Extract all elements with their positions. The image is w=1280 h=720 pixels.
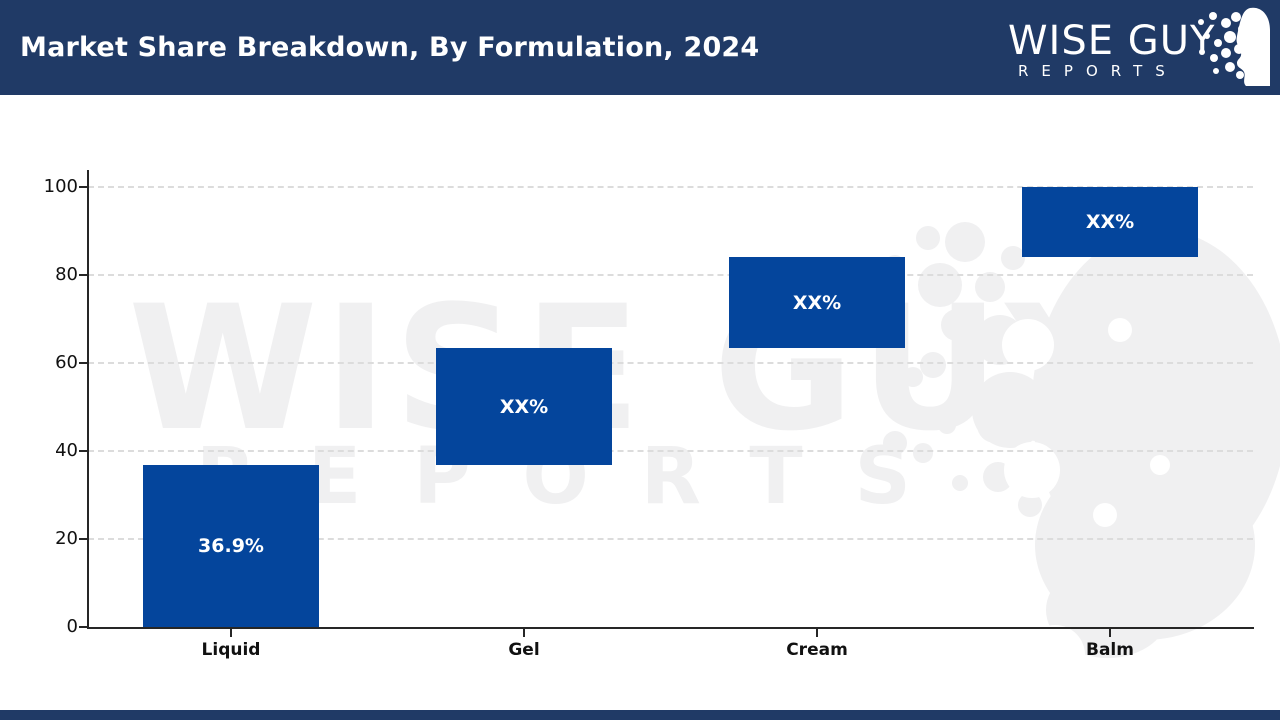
gridline-20 (88, 538, 1253, 540)
page-title: Market Share Breakdown, By Formulation, … (20, 32, 760, 63)
logo-face-icon (1236, 7, 1270, 87)
logo-wordmark: WISE GUY (1008, 18, 1215, 64)
bar-segment-gel: XX% (436, 348, 612, 465)
x-axis-line (87, 627, 1254, 629)
watermark-wordmark: WISE GUY (128, 268, 1137, 469)
x-category-label-liquid: Liquid (201, 640, 261, 660)
bar-segment-liquid: 36.9% (143, 464, 319, 627)
y-tick-20 (79, 538, 88, 540)
bar-value-label-gel: XX% (499, 395, 549, 418)
y-tick-label-60: 60 (55, 352, 78, 373)
bar-value-label-balm: XX% (1085, 211, 1135, 234)
bar-segment-cream: XX% (729, 257, 905, 349)
header-band: Market Share Breakdown, By Formulation, … (0, 0, 1280, 95)
y-tick-60 (79, 362, 88, 364)
y-tick-label-20: 20 (55, 528, 78, 549)
x-tick-cream (816, 629, 818, 637)
bar-value-label-cream: XX% (792, 291, 842, 314)
bar-segment-balm: XX% (1022, 187, 1198, 258)
footer-band (0, 710, 1280, 720)
gridline-100 (88, 186, 1253, 188)
x-tick-liquid (230, 629, 232, 637)
x-tick-balm (1109, 629, 1111, 637)
y-tick-80 (79, 274, 88, 276)
y-axis-line (87, 170, 89, 629)
y-tick-label-40: 40 (55, 440, 78, 461)
bar-value-label-liquid: 36.9% (198, 534, 264, 557)
gridline-60 (88, 362, 1253, 364)
logo-subtext: REPORTS (1018, 62, 1178, 80)
x-category-label-gel: Gel (508, 640, 540, 660)
y-tick-40 (79, 450, 88, 452)
gridline-40 (88, 450, 1253, 452)
y-tick-0 (79, 626, 88, 628)
y-tick-label-100: 100 (43, 176, 78, 197)
wise-guy-reports-logo: WISE GUY REPORTS (1008, 7, 1270, 87)
watermark-head-dots-graphic (874, 222, 1280, 685)
x-tick-gel (523, 629, 525, 637)
y-tick-label-0: 0 (66, 616, 78, 637)
y-tick-100 (79, 186, 88, 188)
gridline-80 (88, 274, 1253, 276)
x-category-label-cream: Cream (786, 640, 848, 660)
x-category-label-balm: Balm (1086, 640, 1134, 660)
y-tick-label-80: 80 (55, 264, 78, 285)
